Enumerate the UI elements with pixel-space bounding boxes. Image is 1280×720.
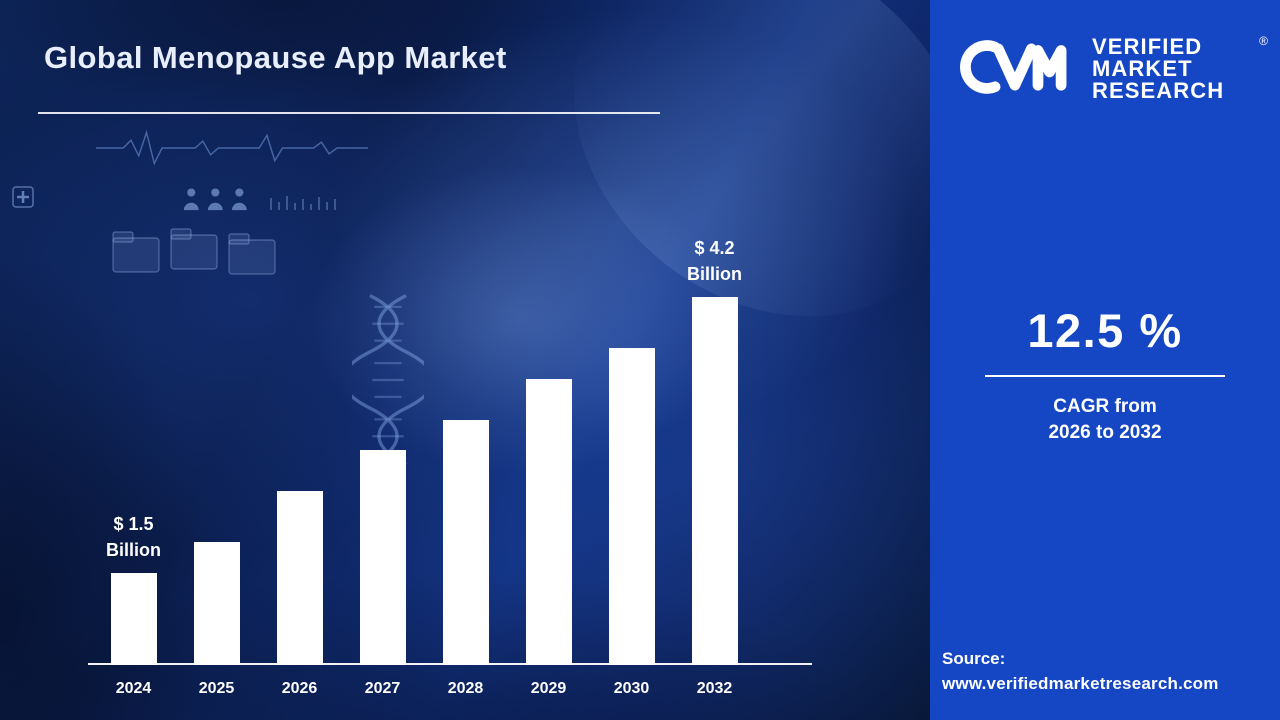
cagr-stat: 12.5 % CAGR from 2026 to 2032 bbox=[930, 303, 1280, 446]
bar-value-label-2032: $ 4.2 Billion bbox=[687, 237, 742, 284]
vmr-logo-icon bbox=[960, 40, 1067, 94]
bar-slot-2028: 2028 bbox=[424, 275, 507, 697]
bar-2024 bbox=[110, 573, 157, 665]
brand-logo: VERIFIED MARKET RESEARCH ® bbox=[946, 34, 1268, 112]
x-axis-label-2027: 2027 bbox=[364, 680, 401, 697]
bar-2032 bbox=[691, 297, 738, 665]
chart-section: Global Menopause App Market bbox=[0, 0, 1041, 720]
people-icons bbox=[183, 188, 247, 211]
title-underline bbox=[38, 112, 660, 114]
source-label: Source: bbox=[942, 649, 1006, 668]
bar-slot-2024: $ 1.5 Billion 2024 bbox=[92, 275, 175, 697]
x-axis-label-2025: 2025 bbox=[198, 680, 235, 697]
bar-value-label-2024: $ 1.5 Billion bbox=[106, 513, 161, 560]
bar-2029 bbox=[525, 379, 572, 665]
bar-2030 bbox=[608, 348, 655, 665]
brand-name-line1: VERIFIED bbox=[1092, 34, 1203, 59]
source-attribution: Source: www.verifiedmarketresearch.com bbox=[942, 649, 1219, 694]
x-axis-label-2032: 2032 bbox=[696, 680, 733, 697]
bar-2028 bbox=[442, 420, 489, 665]
cagr-underline bbox=[985, 375, 1225, 377]
bar-slot-2026: 2026 bbox=[258, 275, 341, 697]
x-axis-label-2029: 2029 bbox=[530, 680, 567, 697]
brand-name-line3: RESEARCH bbox=[1092, 78, 1225, 103]
bar-slot-2030: 2030 bbox=[590, 275, 673, 697]
bar-slot-2032: $ 4.2 Billion 2032 bbox=[673, 238, 756, 697]
registered-trademark-icon: ® bbox=[1259, 34, 1268, 48]
bar-group: $ 1.5 Billion 2024 2025 2026 2027 2028 2029 2030… bbox=[92, 238, 756, 697]
x-axis-label-2024: 2024 bbox=[115, 680, 152, 697]
bar-chart: $ 1.5 Billion 2024 2025 2026 2027 2028 2029 2030… bbox=[88, 238, 812, 697]
cagr-value: 12.5 % bbox=[1027, 304, 1183, 357]
equalizer-bars-icon bbox=[270, 196, 336, 210]
info-panel: VERIFIED MARKET RESEARCH ® 12.5 % CAGR f… bbox=[930, 0, 1280, 720]
bar-slot-2029: 2029 bbox=[507, 275, 590, 697]
x-axis-label-2028: 2028 bbox=[447, 680, 484, 697]
bar-slot-2027: 2027 bbox=[341, 275, 424, 697]
page-title: Global Menopause App Market bbox=[44, 40, 507, 75]
bar-2025 bbox=[193, 542, 240, 665]
x-axis-label-2026: 2026 bbox=[281, 680, 318, 697]
brand-name: VERIFIED MARKET RESEARCH bbox=[1092, 36, 1224, 112]
bar-slot-2025: 2025 bbox=[175, 275, 258, 697]
bar-2027 bbox=[359, 450, 406, 665]
x-axis-line bbox=[88, 663, 812, 665]
cagr-caption: CAGR from 2026 to 2032 bbox=[930, 394, 1280, 446]
bar-2026 bbox=[276, 491, 323, 665]
source-url: www.verifiedmarketresearch.com bbox=[942, 674, 1219, 693]
ecg-line-icon bbox=[96, 129, 368, 166]
medical-cross-icon bbox=[12, 186, 34, 208]
cagr-caption-line1: CAGR from bbox=[1053, 396, 1157, 417]
x-axis-label-2030: 2030 bbox=[613, 680, 650, 697]
cagr-caption-line2: 2026 to 2032 bbox=[1048, 422, 1162, 444]
brand-name-line2: MARKET bbox=[1092, 56, 1193, 81]
